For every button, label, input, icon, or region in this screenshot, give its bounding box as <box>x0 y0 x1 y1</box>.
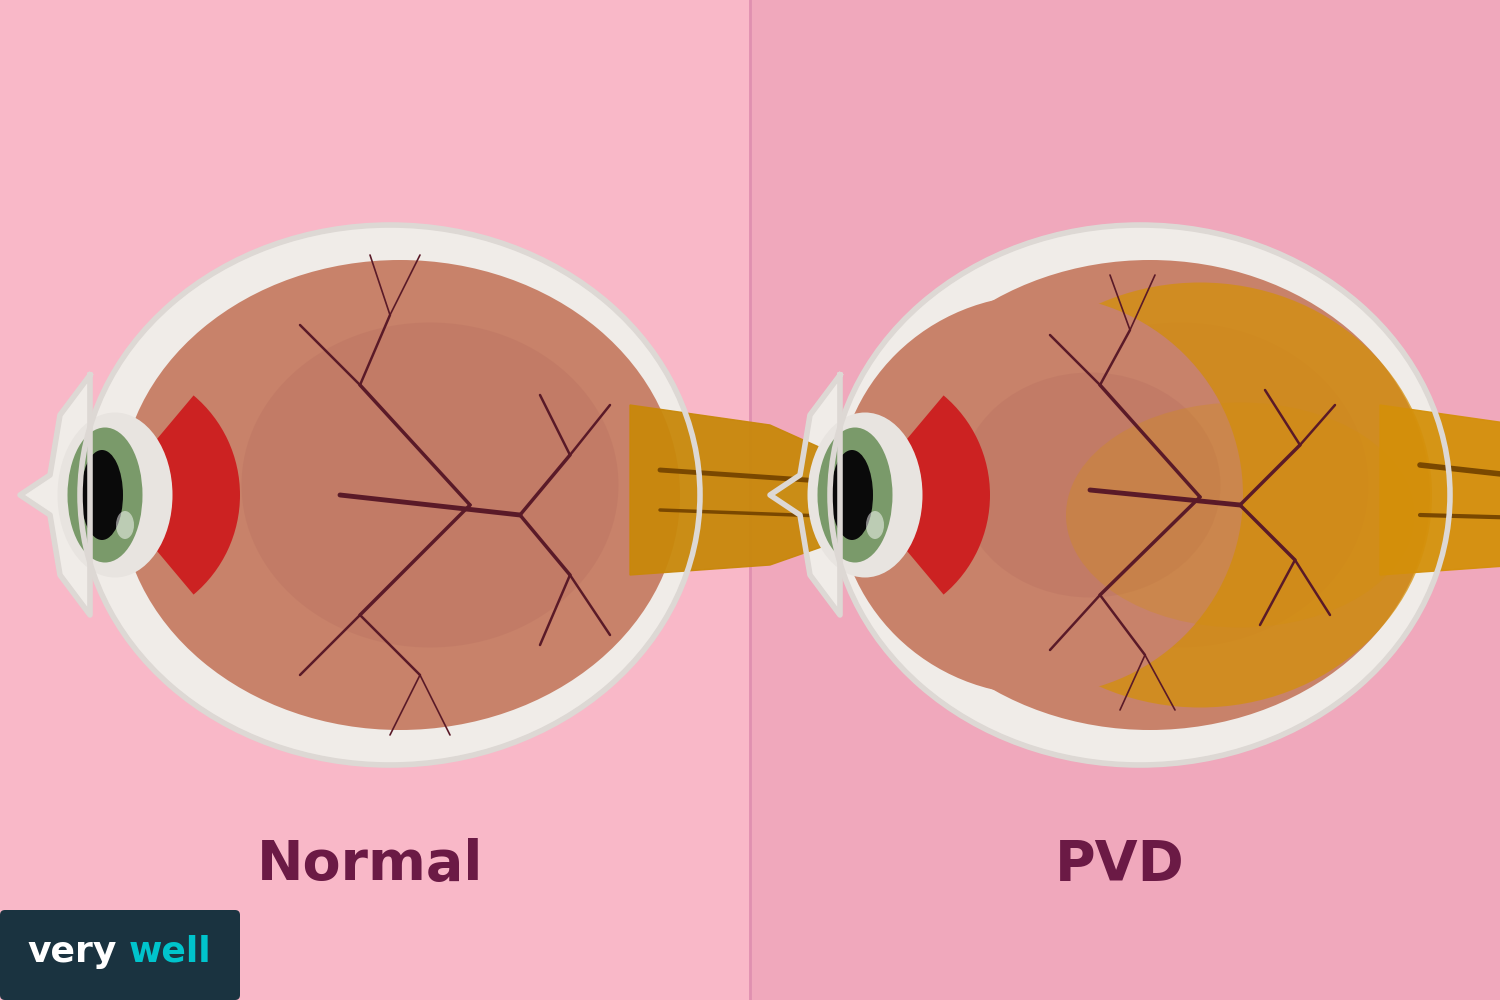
Ellipse shape <box>837 295 1244 695</box>
Polygon shape <box>20 375 90 615</box>
Bar <box>0 0 750 1000</box>
Ellipse shape <box>68 428 142 562</box>
Text: well: well <box>129 935 212 969</box>
Ellipse shape <box>870 260 1430 730</box>
Ellipse shape <box>831 450 873 540</box>
Ellipse shape <box>818 428 892 562</box>
Wedge shape <box>110 395 240 595</box>
Bar <box>750 0 1500 1000</box>
Text: PVD: PVD <box>1054 838 1185 892</box>
Ellipse shape <box>57 412 172 578</box>
Ellipse shape <box>81 450 123 540</box>
Ellipse shape <box>120 260 680 730</box>
Ellipse shape <box>807 412 922 578</box>
Polygon shape <box>1380 405 1500 575</box>
Ellipse shape <box>80 225 700 765</box>
Ellipse shape <box>1066 402 1414 628</box>
Ellipse shape <box>960 372 1221 597</box>
Ellipse shape <box>968 282 1432 708</box>
Polygon shape <box>770 375 840 615</box>
Polygon shape <box>630 405 870 575</box>
Ellipse shape <box>116 511 134 539</box>
Wedge shape <box>859 395 990 595</box>
FancyBboxPatch shape <box>0 910 240 1000</box>
Ellipse shape <box>865 511 883 539</box>
Text: Normal: Normal <box>256 838 483 892</box>
Text: very: very <box>27 935 117 969</box>
Ellipse shape <box>830 225 1450 765</box>
Ellipse shape <box>992 322 1368 648</box>
Ellipse shape <box>242 322 618 648</box>
